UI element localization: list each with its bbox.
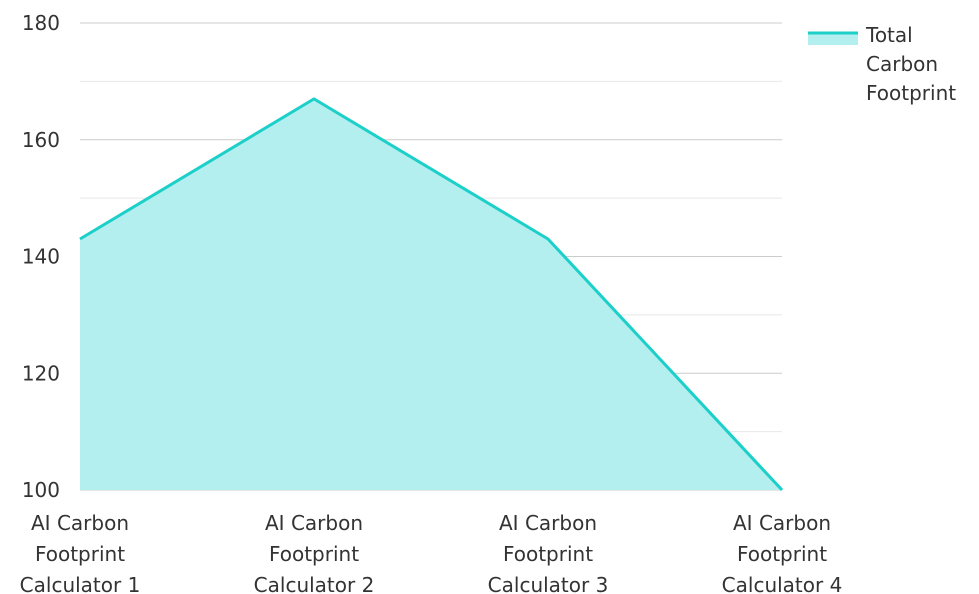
series-line <box>79 97 784 492</box>
area-series <box>79 97 784 492</box>
y-tick-label: 120 <box>22 361 60 385</box>
legend: Total Carbon Footprint <box>808 23 956 105</box>
y-axis: 100 120 140 160 180 <box>22 11 60 502</box>
y-tick-label: 180 <box>22 11 60 35</box>
x-category-label-3: AI Carbon Footprint Calculator 3 <box>488 511 609 594</box>
x-category-label-2: AI Carbon Footprint Calculator 2 <box>254 511 375 594</box>
x-category-label-1: AI Carbon Footprint Calculator 1 <box>20 511 141 594</box>
legend-swatch-fill <box>808 33 858 45</box>
legend-label: Total Carbon Footprint <box>865 23 956 105</box>
x-category-label-4: AI Carbon Footprint Calculator 4 <box>722 511 843 594</box>
x-axis: AI Carbon Footprint Calculator 1 AI Carbon F… <box>20 511 843 594</box>
y-tick-label: 140 <box>22 245 60 269</box>
y-tick-label: 160 <box>22 128 60 152</box>
area-fill <box>80 98 782 490</box>
y-tick-label: 100 <box>22 478 60 502</box>
